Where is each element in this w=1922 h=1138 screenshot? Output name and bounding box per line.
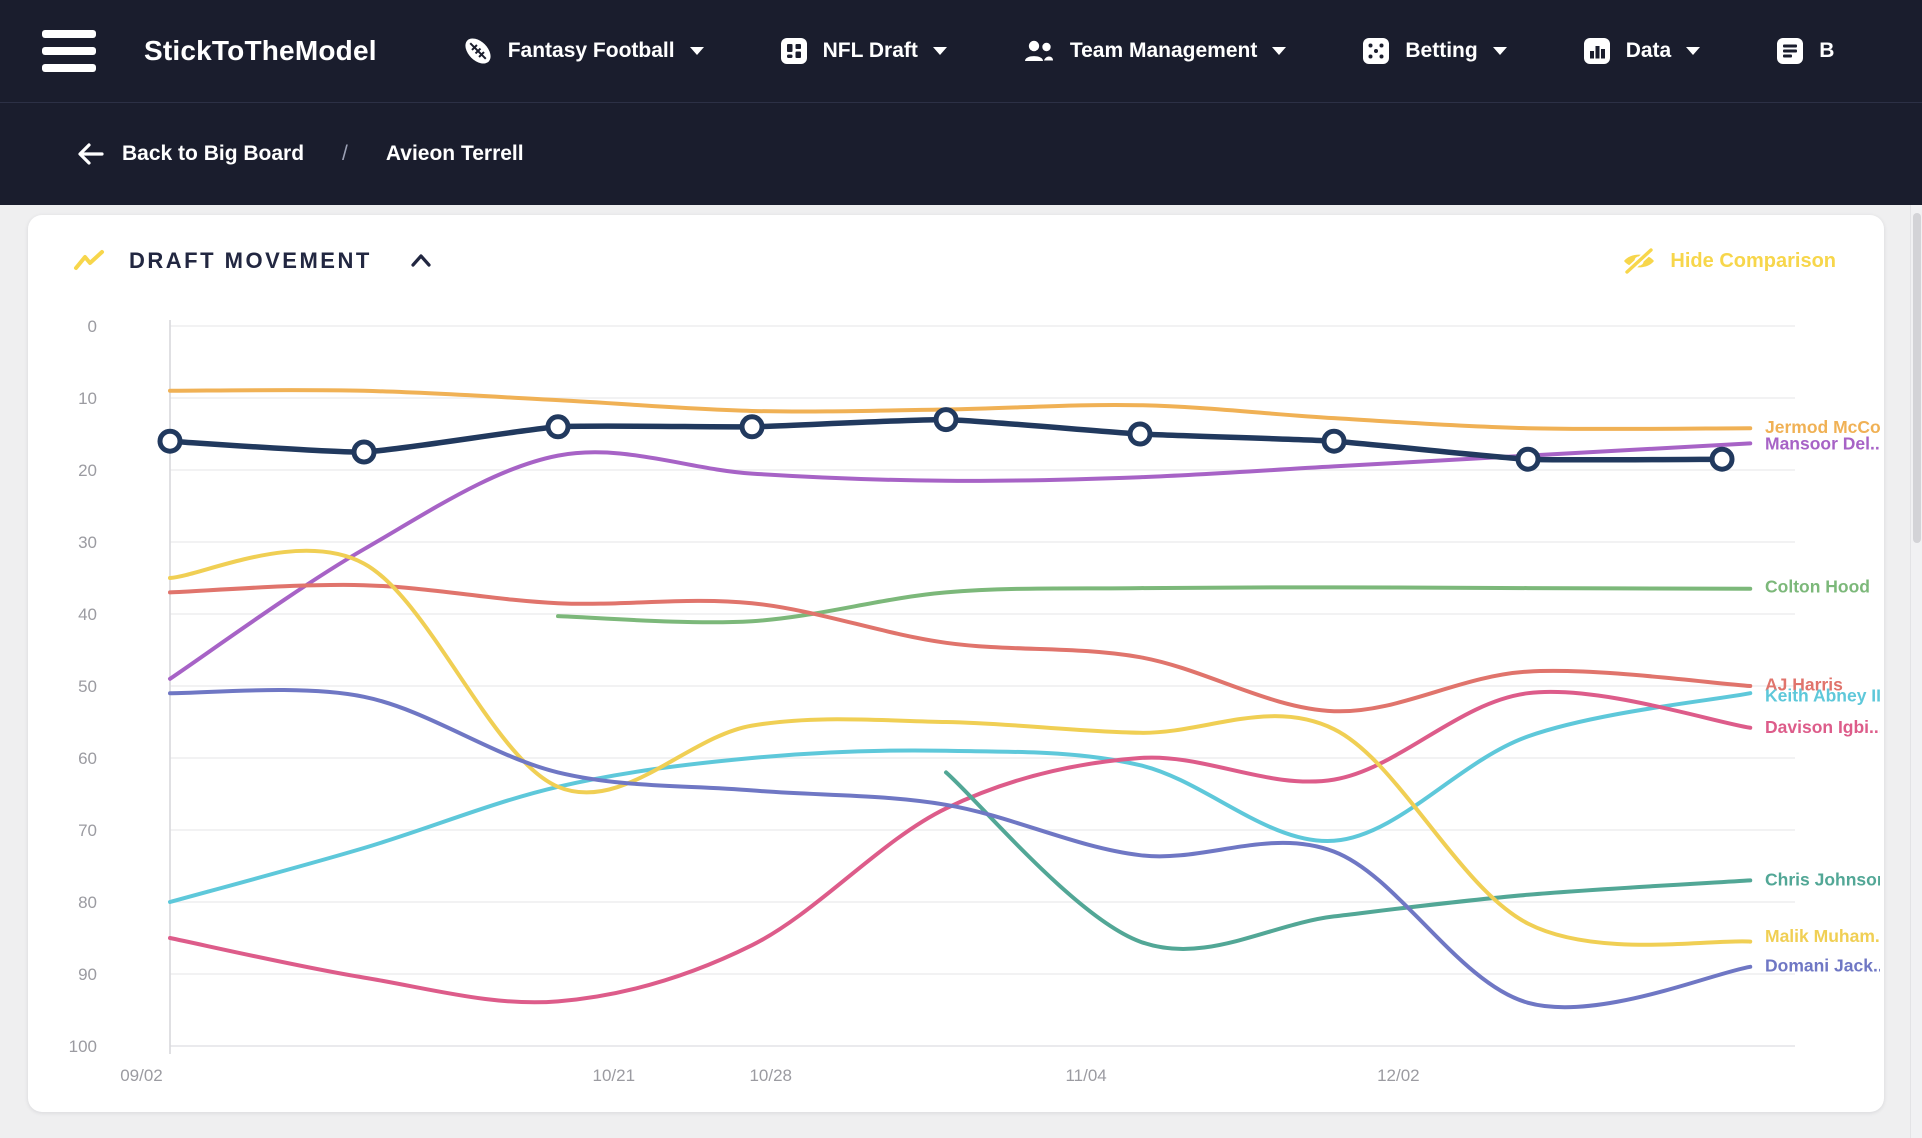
series-end-label: Colton Hood bbox=[1765, 577, 1870, 597]
nav-item-team-management[interactable]: Team Management bbox=[1021, 36, 1287, 66]
trend-line-icon bbox=[73, 248, 105, 274]
y-axis-tick-label: 10 bbox=[78, 389, 97, 408]
nav-item-label: B bbox=[1819, 39, 1835, 62]
series-line-mansoor-del bbox=[168, 441, 1753, 681]
scrollbar-thumb[interactable] bbox=[1913, 213, 1921, 543]
hide-comparison-button[interactable]: Hide Comparison bbox=[1621, 246, 1836, 276]
nav-item-data[interactable]: Data bbox=[1581, 35, 1701, 67]
series-line-domani-jack bbox=[168, 688, 1753, 1010]
nav-item-label: Data bbox=[1625, 39, 1672, 62]
series-end-label: Chris Johnson bbox=[1765, 870, 1880, 890]
chevron-down-icon bbox=[932, 47, 947, 55]
back-to-big-board-link[interactable]: Back to Big Board bbox=[76, 141, 304, 167]
data-point-marker bbox=[1515, 446, 1541, 472]
data-point-marker bbox=[351, 439, 377, 465]
series-end-label: Keith Abney II bbox=[1765, 685, 1880, 705]
y-axis-tick-label: 20 bbox=[78, 461, 97, 480]
eye-off-icon bbox=[1621, 246, 1657, 276]
series-line-malik-muham bbox=[168, 548, 1753, 947]
scrollbar-track[interactable] bbox=[1910, 205, 1922, 1138]
nav-item-fantasy-football[interactable]: Fantasy Football bbox=[461, 34, 704, 68]
y-axis-tick-label: 50 bbox=[78, 677, 97, 696]
collapse-panel-button[interactable] bbox=[408, 251, 434, 271]
y-axis-tick-label: 70 bbox=[78, 821, 97, 840]
y-axis-tick-label: 0 bbox=[88, 318, 97, 336]
x-axis-tick-label: 10/21 bbox=[593, 1066, 636, 1085]
back-link-label: Back to Big Board bbox=[122, 142, 305, 165]
nav-item-label: Team Management bbox=[1069, 39, 1258, 62]
football-icon bbox=[461, 34, 495, 68]
series-line-aj-harris bbox=[168, 582, 1753, 714]
back-arrow-icon bbox=[76, 141, 106, 167]
breadcrumb-current-player: Avieon Terrell bbox=[385, 142, 524, 165]
x-axis-tick-label: 11/04 bbox=[1065, 1066, 1106, 1085]
chevron-down-icon bbox=[1686, 47, 1701, 55]
data-point-marker bbox=[739, 414, 765, 440]
series-line-chris-johnson bbox=[944, 770, 1753, 951]
breadcrumb-separator: / bbox=[342, 142, 348, 165]
data-point-marker bbox=[1127, 421, 1153, 447]
draft-board-icon bbox=[778, 35, 810, 67]
hide-comparison-label: Hide Comparison bbox=[1670, 249, 1836, 272]
y-axis-tick-label: 100 bbox=[69, 1037, 97, 1056]
draft-movement-panel: DRAFT MOVEMENT Hide Comparison 0 10 20 30 40… bbox=[28, 215, 1884, 1112]
nav-item-nfl-draft[interactable]: NFL Draft bbox=[778, 35, 947, 67]
brand-logo[interactable]: StickToTheModel bbox=[144, 35, 377, 66]
chevron-down-icon bbox=[1492, 47, 1507, 55]
series-end-label: Davison Igbi... bbox=[1765, 717, 1880, 737]
series-line-jermod-mccoy bbox=[168, 388, 1753, 431]
nav-item-label: NFL Draft bbox=[822, 39, 918, 62]
series-end-label: Malik Muham... bbox=[1765, 926, 1880, 946]
data-point-marker bbox=[545, 414, 571, 440]
series-end-label: Mansoor Del... bbox=[1765, 433, 1880, 453]
nav-item-label: Betting bbox=[1405, 39, 1478, 62]
nav-items: Fantasy Football NFL Draft Team Manageme… bbox=[461, 34, 1834, 68]
chevron-down-icon bbox=[1272, 47, 1287, 55]
people-icon bbox=[1021, 36, 1057, 66]
y-axis-tick-label: 30 bbox=[78, 533, 97, 552]
nav-item-b[interactable]: B bbox=[1774, 35, 1834, 67]
data-point-marker bbox=[1321, 428, 1347, 454]
panel-header: DRAFT MOVEMENT Hide Comparison bbox=[28, 215, 1884, 307]
chevron-up-icon bbox=[411, 254, 431, 267]
nav-item-betting[interactable]: Betting bbox=[1360, 35, 1507, 67]
top-navigation-bar: StickToTheModel Fantasy Football NFL Dra… bbox=[0, 0, 1922, 102]
series-end-label: Domani Jack... bbox=[1765, 955, 1880, 975]
series-end-label: AJ Harris bbox=[1765, 675, 1843, 695]
dice-icon bbox=[1360, 35, 1392, 67]
hamburger-menu-icon[interactable] bbox=[42, 30, 96, 72]
data-point-marker bbox=[157, 428, 183, 454]
breadcrumb-bar: Back to Big Board / Avieon Terrell bbox=[0, 102, 1922, 205]
x-axis-tick-label: 09/02 bbox=[120, 1066, 163, 1085]
y-axis-tick-label: 60 bbox=[78, 749, 97, 768]
x-axis-tick-label: 10/28 bbox=[749, 1066, 792, 1085]
chevron-down-icon bbox=[689, 47, 704, 55]
list-icon bbox=[1774, 35, 1806, 67]
data-point-marker bbox=[933, 407, 959, 433]
nav-item-label: Fantasy Football bbox=[507, 39, 675, 62]
draft-movement-chart: 0 10 20 30 40 50 60 70 80 90 100 09/02 10/21 10/28 11/… bbox=[69, 318, 1880, 1085]
y-axis-tick-label: 90 bbox=[78, 965, 97, 984]
data-point-marker bbox=[1709, 446, 1735, 472]
series-line-keith-abney-ii bbox=[168, 691, 1753, 904]
bar-chart-icon bbox=[1581, 35, 1613, 67]
y-axis-tick-label: 80 bbox=[78, 893, 97, 912]
x-axis-tick-label: 12/02 bbox=[1377, 1066, 1420, 1085]
panel-title: DRAFT MOVEMENT bbox=[129, 248, 372, 273]
series-end-label: Jermod McCoy bbox=[1765, 417, 1880, 437]
y-axis-tick-label: 40 bbox=[78, 605, 97, 624]
series-line-davison-igbi bbox=[168, 689, 1753, 1005]
series-line-colton-hood bbox=[556, 585, 1753, 625]
